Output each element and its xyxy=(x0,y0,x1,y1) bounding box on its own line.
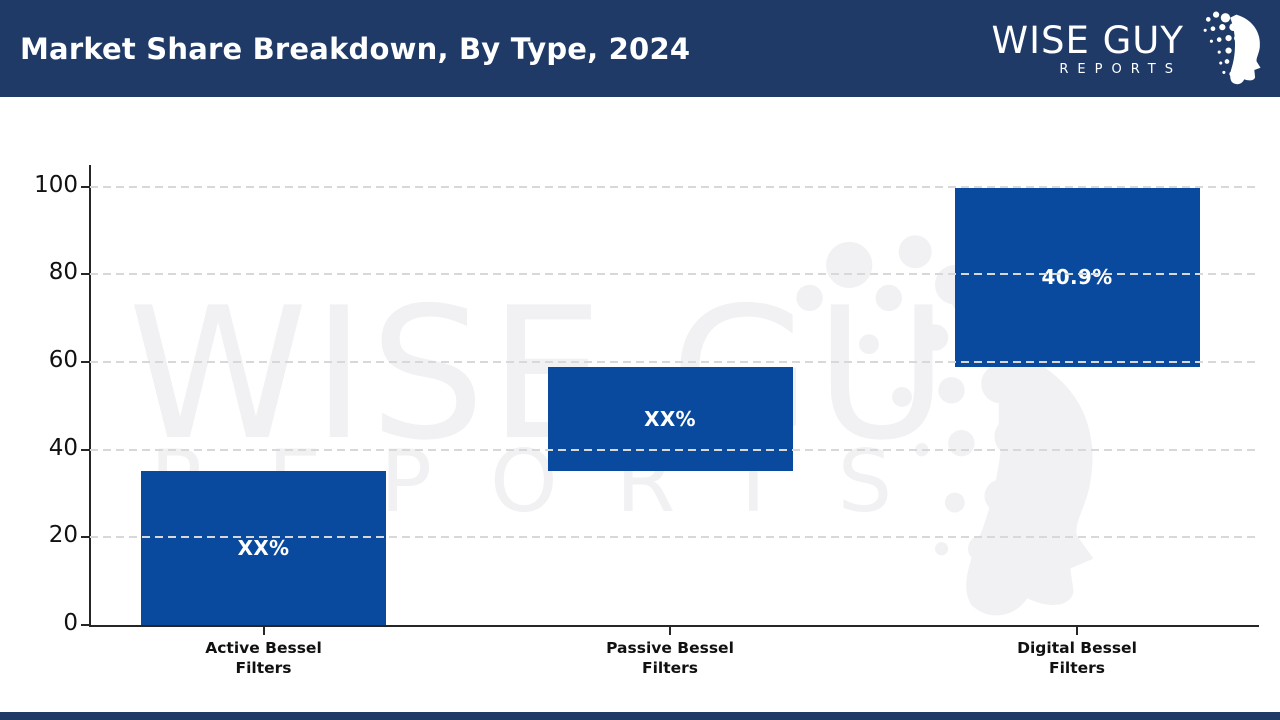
logo-text: WISE GUY REPORTS xyxy=(992,22,1184,76)
y-tick-mark-40 xyxy=(81,448,89,451)
x-category-line: Filters xyxy=(1048,659,1105,678)
y-tick-mark-60 xyxy=(81,360,89,363)
x-tick-mark-1 xyxy=(262,627,265,635)
x-category-label: Active Bessel Filters xyxy=(134,638,394,679)
x-category-label: Passive Bessel Filters xyxy=(540,638,800,679)
y-tick-label: 40 xyxy=(48,434,78,461)
gridline-y-20 xyxy=(90,536,1257,539)
bar-value-label: 40.9% xyxy=(1041,265,1113,290)
x-tick-mark-2 xyxy=(669,627,671,635)
gridline-y-80 xyxy=(90,273,1257,276)
y-tick-label: 20 xyxy=(48,522,78,549)
logo-subtitle: REPORTS xyxy=(1059,61,1182,77)
x-tick-mark-3 xyxy=(1076,627,1078,635)
y-tick-label: 80 xyxy=(48,259,78,286)
x-category-line: Digital Bessel xyxy=(1017,639,1137,657)
logo-wordmark: WISE GUY xyxy=(991,18,1184,62)
bar-3[interactable]: 40.9% xyxy=(954,187,1200,368)
bar-1[interactable]: XX% xyxy=(141,471,386,625)
gridline-y-100 xyxy=(90,185,1257,188)
x-category-line: Passive Bessel xyxy=(606,639,734,657)
y-tick-mark-100 xyxy=(81,185,89,188)
bar-value-label: XX% xyxy=(644,407,696,432)
y-tick-label: 60 xyxy=(48,346,78,373)
chart-title: Market Share Breakdown, By Type, 2024 xyxy=(20,31,691,66)
y-tick-mark-20 xyxy=(81,536,89,539)
x-category-line: Active Bessel xyxy=(205,639,322,657)
y-tick-label: 0 xyxy=(63,610,78,636)
plot-area: 0 20 40 60 80 100 XX% Active Bessel Filters XX% Pa… xyxy=(0,97,1280,712)
header-bar: Market Share Breakdown, By Type, 2024 WI… xyxy=(0,0,1280,97)
y-tick-label: 100 xyxy=(34,171,78,198)
y-tick-mark-80 xyxy=(81,273,89,276)
footer-bar xyxy=(0,712,1280,720)
x-category-label: Digital Bessel Filters xyxy=(947,638,1207,679)
wiseguy-logo: WISE GUY REPORTS xyxy=(992,8,1280,90)
x-axis-line xyxy=(89,625,1259,627)
y-axis-line xyxy=(89,165,91,627)
dotted-face-icon xyxy=(1184,8,1266,90)
x-category-line: Filters xyxy=(641,659,698,678)
gridline-y-40 xyxy=(90,448,1257,451)
bar-value-label: XX% xyxy=(237,536,290,561)
gridline-y-60 xyxy=(90,360,1257,363)
y-tick-mark-0 xyxy=(81,624,89,626)
x-category-line: Filters xyxy=(235,659,292,678)
bar-2[interactable]: XX% xyxy=(547,367,793,472)
